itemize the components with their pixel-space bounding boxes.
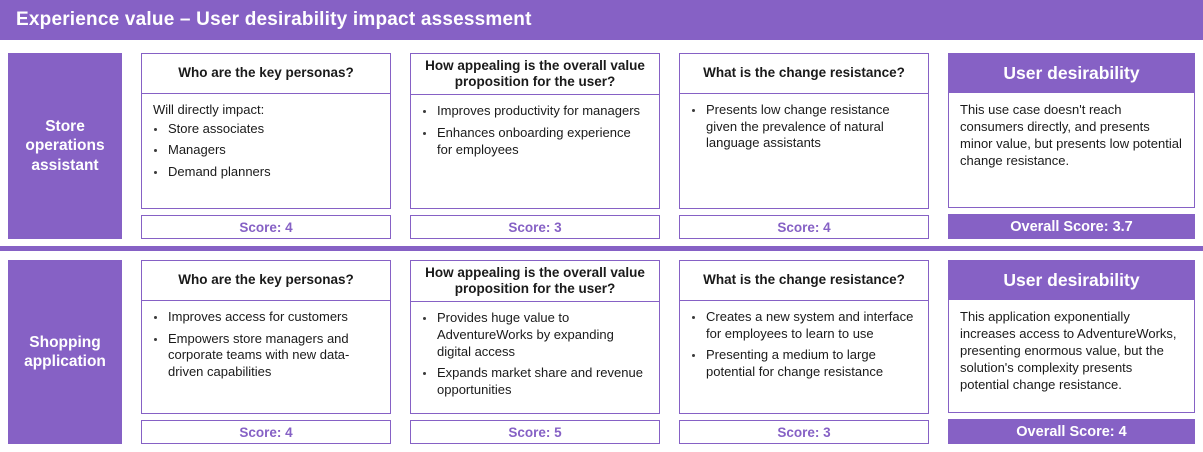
question-card: What is the change resistance? Creates a… xyxy=(679,260,929,414)
score-badge: Score: 3 xyxy=(410,215,660,239)
bullet-list: Presents low change resistance given the… xyxy=(690,102,918,152)
question-title: Who are the key personas? xyxy=(142,54,390,94)
bullet-list: Improves productivity for managers Enhan… xyxy=(421,103,649,158)
question-card: Who are the key personas? Will directly … xyxy=(141,53,391,209)
question-column-personas: Who are the key personas? Will directly … xyxy=(141,53,391,239)
question-body: Presents low change resistance given the… xyxy=(680,94,928,208)
assessment-row-store-operations: Store operations assistant Who are the k… xyxy=(0,53,1203,239)
overall-score-badge: Overall Score: 3.7 xyxy=(948,214,1195,239)
question-column-value-proposition: How appealing is the overall value propo… xyxy=(410,53,660,239)
question-title: How appealing is the overall value propo… xyxy=(411,54,659,96)
bullet-item: Presents low change resistance given the… xyxy=(705,102,918,152)
bullet-list: Store associates Managers Demand planner… xyxy=(152,121,380,181)
summary-text: This application exponentially increases… xyxy=(948,300,1195,413)
bullet-item: Improves productivity for managers xyxy=(436,103,649,120)
bullet-item: Empowers store managers and corporate te… xyxy=(167,331,380,381)
question-card: How appealing is the overall value propo… xyxy=(410,260,660,414)
summary-title: User desirability xyxy=(948,53,1195,93)
question-title: Who are the key personas? xyxy=(142,261,390,301)
bullet-item: Expands market share and revenue opportu… xyxy=(436,365,649,398)
bullet-list: Provides huge value to AdventureWorks by… xyxy=(421,310,649,398)
score-badge: Score: 4 xyxy=(141,420,391,444)
summary-column-user-desirability: User desirability This use case doesn't … xyxy=(948,53,1195,239)
summary-text: This use case doesn't reach consumers di… xyxy=(948,93,1195,208)
question-body: Creates a new system and interface for e… xyxy=(680,301,928,413)
score-badge: Score: 3 xyxy=(679,420,929,444)
summary-title: User desirability xyxy=(948,260,1195,300)
slide-title: Experience value – User desirability imp… xyxy=(16,9,532,30)
question-title: How appealing is the overall value propo… xyxy=(411,261,659,303)
row-divider xyxy=(0,246,1203,251)
row-label-shopping-application: Shopping application xyxy=(8,260,122,444)
question-column-personas: Who are the key personas? Improves acces… xyxy=(141,260,391,444)
score-badge: Score: 5 xyxy=(410,420,660,444)
bullet-list: Creates a new system and interface for e… xyxy=(690,309,918,381)
question-column-change-resistance: What is the change resistance? Presents … xyxy=(679,53,929,239)
assessment-row-shopping-application: Shopping application Who are the key per… xyxy=(0,260,1203,444)
summary-column-user-desirability: User desirability This application expon… xyxy=(948,260,1195,444)
bullet-item: Improves access for customers xyxy=(167,309,380,326)
bullet-item: Presenting a medium to large potential f… xyxy=(705,347,918,380)
bullet-item: Creates a new system and interface for e… xyxy=(705,309,918,342)
row-label-store-operations: Store operations assistant xyxy=(8,53,122,239)
bullet-item: Provides huge value to AdventureWorks by… xyxy=(436,310,649,360)
question-card: How appealing is the overall value propo… xyxy=(410,53,660,209)
bullet-item: Demand planners xyxy=(167,164,380,181)
bullet-list: Improves access for customers Empowers s… xyxy=(152,309,380,381)
question-column-change-resistance: What is the change resistance? Creates a… xyxy=(679,260,929,444)
question-body: Provides huge value to AdventureWorks by… xyxy=(411,302,659,413)
intro-text: Will directly impact: xyxy=(153,102,265,117)
score-badge: Score: 4 xyxy=(141,215,391,239)
question-card: Who are the key personas? Improves acces… xyxy=(141,260,391,414)
overall-score-badge: Overall Score: 4 xyxy=(948,419,1195,444)
question-title: What is the change resistance? xyxy=(680,261,928,301)
question-body: Improves productivity for managers Enhan… xyxy=(411,95,659,208)
slide-title-bar: Experience value – User desirability imp… xyxy=(0,0,1203,40)
question-card: What is the change resistance? Presents … xyxy=(679,53,929,209)
question-body: Improves access for customers Empowers s… xyxy=(142,301,390,413)
question-body: Will directly impact: Store associates M… xyxy=(142,94,390,208)
score-badge: Score: 4 xyxy=(679,215,929,239)
bullet-item: Managers xyxy=(167,142,380,159)
bullet-item: Store associates xyxy=(167,121,380,138)
bullet-item: Enhances onboarding experience for emplo… xyxy=(436,125,649,158)
question-column-value-proposition: How appealing is the overall value propo… xyxy=(410,260,660,444)
question-title: What is the change resistance? xyxy=(680,54,928,94)
